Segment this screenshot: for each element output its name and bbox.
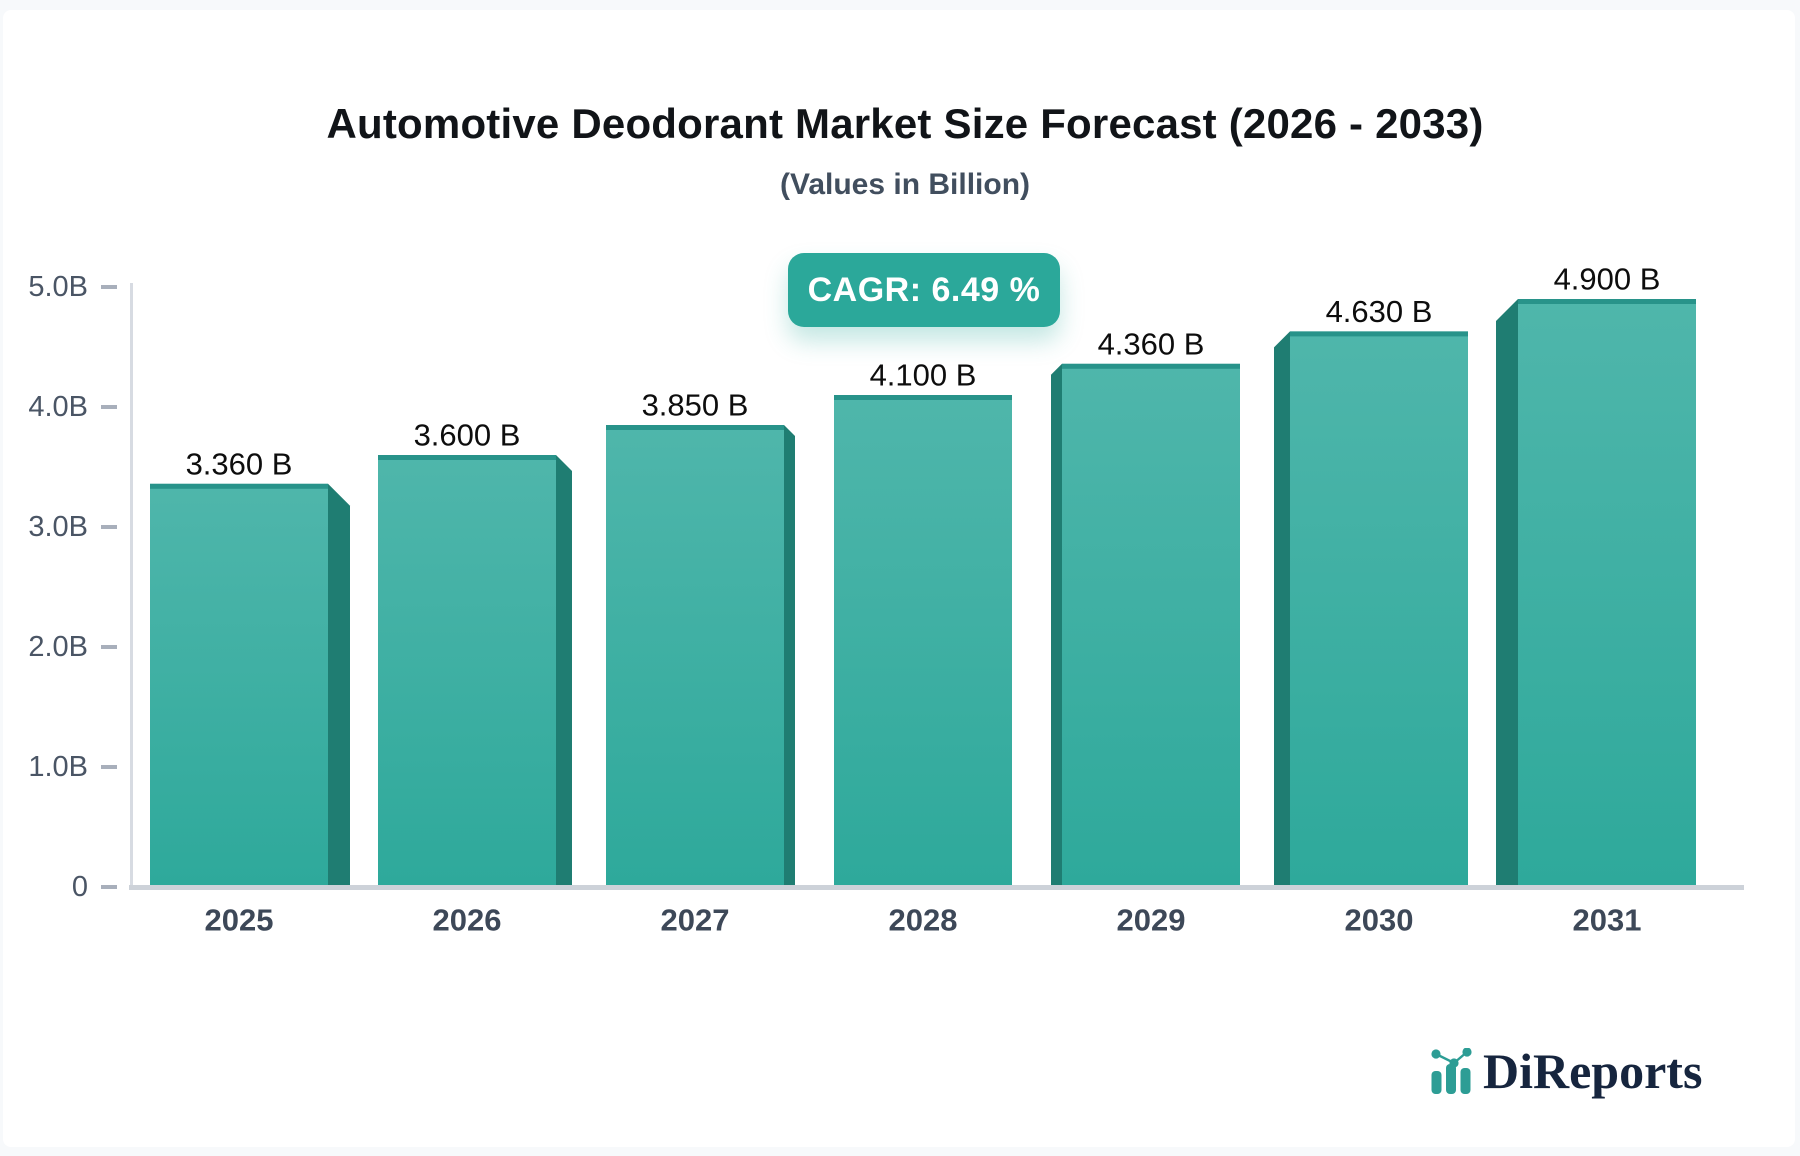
bar-side (328, 483, 350, 885)
bar-value-label: 3.850 B (642, 388, 749, 423)
bar-side (1496, 299, 1518, 885)
bar-body (1518, 299, 1696, 885)
bar-top-edge (150, 483, 328, 489)
brand-name: DiReports (1483, 1043, 1703, 1099)
bars: 3.360 B 2025 3.600 B 2026 3.850 B 2027 4.100 B… (150, 262, 1696, 938)
bar-value-label: 4.900 B (1554, 262, 1661, 297)
bar-top-edge (1062, 363, 1240, 369)
bar-2028: 4.100 B 2028 (834, 358, 1012, 938)
bar-top-edge (606, 425, 784, 430)
bar-body (834, 395, 1012, 885)
bar-value-label: 4.360 B (1098, 326, 1205, 361)
bar-body (150, 483, 328, 885)
x-category-label: 2031 (1573, 903, 1642, 938)
x-category-label: 2027 (661, 903, 730, 938)
bar-value-label: 3.600 B (414, 418, 521, 453)
bar-body (1290, 331, 1468, 885)
bar-top-edge (1518, 299, 1696, 304)
x-category-label: 2028 (889, 903, 958, 938)
bar-body (1062, 363, 1240, 885)
bar-side (1274, 331, 1290, 885)
bar-2026: 3.600 B 2026 (378, 418, 572, 938)
bar-top-edge (378, 455, 556, 460)
bar-2025: 3.360 B 2025 (150, 446, 350, 938)
y-axis-label: 5.0B (28, 271, 88, 303)
chart-title: Automotive Deodorant Market Size Forecas… (326, 100, 1484, 147)
bar-2029: 4.360 B 2029 (1051, 326, 1240, 938)
brand-watermark: DiReports (1430, 1036, 1702, 1098)
mini-bar-chart-logo-icon (1431, 1048, 1472, 1094)
cagr-badge-label: CAGR: 6.49 % (807, 270, 1041, 309)
y-axis-label: 3.0B (28, 511, 88, 543)
x-category-label: 2025 (205, 903, 274, 938)
bar-value-label: 4.100 B (870, 358, 977, 393)
x-category-label: 2030 (1345, 903, 1414, 938)
bar-side (556, 455, 572, 885)
bar-side (1051, 363, 1062, 885)
bar-body (606, 425, 784, 885)
y-axis-label: 1.0B (28, 751, 88, 783)
bar-body (378, 455, 556, 885)
bar-2030: 4.630 B 2030 (1274, 294, 1468, 938)
bar-2031: 4.900 B 2031 (1496, 262, 1696, 938)
y-axis-label: 0 (72, 871, 88, 903)
cagr-badge: CAGR: 6.49 % (788, 253, 1060, 327)
y-axis-label: 2.0B (28, 631, 88, 663)
bar-top-edge (1290, 331, 1468, 337)
bar-value-label: 3.360 B (186, 446, 293, 481)
bar-side (784, 425, 795, 885)
bar-top-edge (834, 395, 1012, 400)
bar-2027: 3.850 B 2027 (606, 388, 795, 938)
y-axis-label: 4.0B (28, 391, 88, 423)
x-category-label: 2029 (1117, 903, 1186, 938)
x-category-label: 2026 (433, 903, 502, 938)
chart-subtitle: (Values in Billion) (779, 168, 1031, 201)
bar-value-label: 4.630 B (1326, 294, 1433, 329)
